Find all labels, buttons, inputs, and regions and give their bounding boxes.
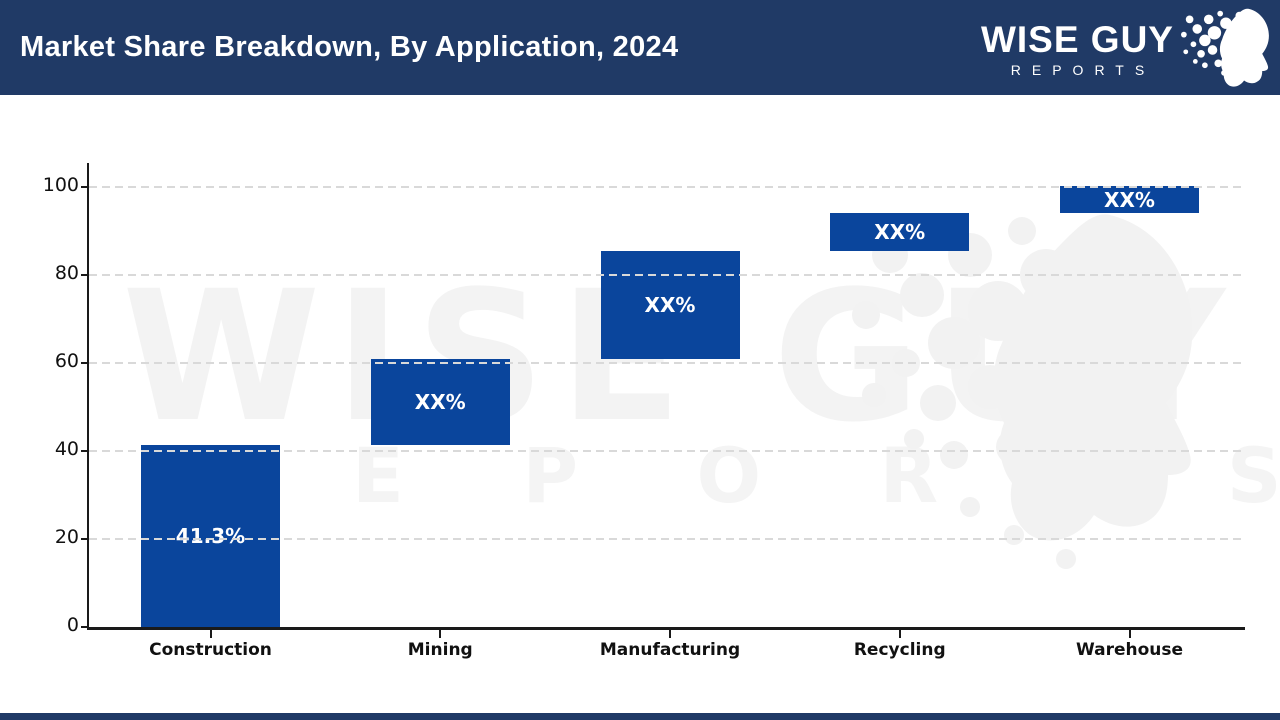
brand-face-icon <box>1181 8 1269 87</box>
y-tick-label: 40 <box>54 438 79 460</box>
bar-recycling: XX% <box>830 213 970 251</box>
x-tick-mark <box>669 630 671 638</box>
header-bar: Market Share Breakdown, By Application, … <box>0 0 1280 95</box>
bar-value-label: XX% <box>874 220 926 245</box>
y-tick-mark <box>81 274 89 276</box>
bar-value-label: XX% <box>644 292 696 317</box>
gridline <box>89 274 1244 276</box>
x-tick-mark <box>1128 630 1131 638</box>
bar-value-label: XX% <box>1104 187 1155 212</box>
brand-logo-text: WISE GUY REPORTS <box>980 19 1174 78</box>
bar-value-label: XX% <box>414 389 466 414</box>
y-tick-label: 0 <box>66 614 79 636</box>
y-tick-label: 20 <box>54 526 79 548</box>
y-axis-line <box>87 163 89 629</box>
x-tick-mark <box>209 630 212 638</box>
y-tick-mark <box>81 538 89 540</box>
y-tick-mark <box>81 450 89 452</box>
y-tick-mark <box>81 626 89 628</box>
bar-manufacturing: XX% <box>600 250 740 359</box>
page-title: Market Share Breakdown, By Application, … <box>20 31 679 63</box>
x-category-label: Recycling <box>853 640 946 660</box>
x-category-label: Construction <box>149 640 272 660</box>
y-tick-mark <box>81 362 89 364</box>
gridline <box>89 450 1244 452</box>
bar-construction: 41.3% <box>141 445 280 627</box>
brand-name: WISE GUY <box>980 19 1174 61</box>
gridline <box>89 186 1244 188</box>
bar-warehouse: XX% <box>1060 185 1199 214</box>
x-tick-mark <box>439 630 442 638</box>
x-tick-mark <box>898 630 901 638</box>
x-category-label: Mining <box>407 640 473 660</box>
y-tick-label: 100 <box>42 174 79 196</box>
gridline <box>89 538 1244 540</box>
y-tick-mark <box>81 186 89 188</box>
footer-bar <box>0 713 1280 720</box>
y-tick-label: 60 <box>54 350 79 372</box>
brand-subname: REPORTS <box>1010 61 1156 78</box>
watermark-face-icon <box>852 214 1193 569</box>
y-tick-label: 80 <box>54 262 79 284</box>
bar-value-label: 41.3% <box>175 524 246 549</box>
x-category-label: Manufacturing <box>599 640 741 660</box>
brand-logo: WISE GUY REPORTS <box>981 6 1272 92</box>
bar-mining: XX% <box>370 358 510 446</box>
x-axis-line <box>87 627 1245 630</box>
gridline <box>89 362 1244 364</box>
x-category-label: Warehouse <box>1075 640 1184 660</box>
